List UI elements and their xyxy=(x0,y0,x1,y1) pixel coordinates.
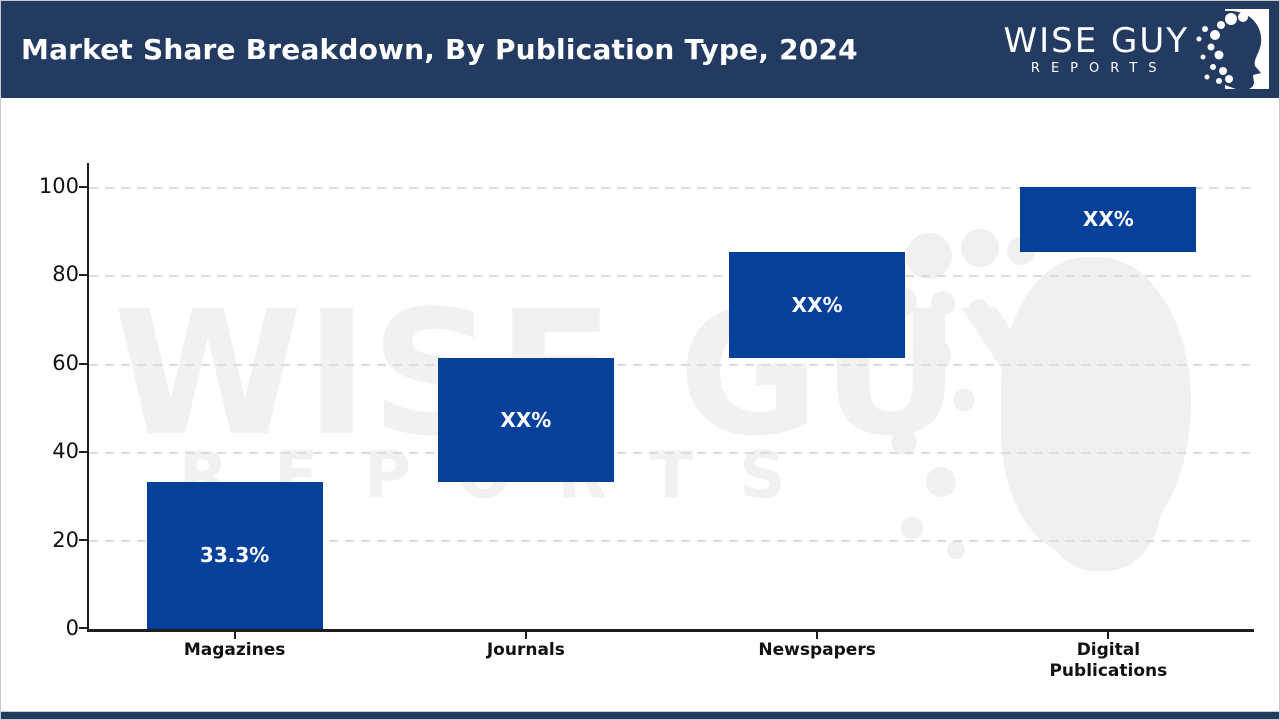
gridline-100 xyxy=(89,187,1254,189)
footer-bar xyxy=(1,712,1279,719)
bar-value-label: 33.3% xyxy=(199,543,270,568)
footer-divider xyxy=(1,711,1279,712)
category-label-newspapers: Newspapers xyxy=(758,640,876,660)
y-tick-label: 40 xyxy=(52,439,79,463)
x-tick-digital-publications xyxy=(1107,632,1110,639)
y-tick-40 xyxy=(79,451,87,453)
wise-guy-logo: WISE GUY REPORTS xyxy=(1003,9,1269,89)
logo-reports-label: REPORTS xyxy=(1030,60,1168,76)
bar-journals: XX% xyxy=(437,357,614,482)
bar-value-label: XX% xyxy=(500,407,552,432)
y-tick-100 xyxy=(79,186,87,188)
bar-digital-publications: XX% xyxy=(1020,187,1197,252)
x-axis-line xyxy=(87,629,1254,632)
logo-wiseguy-label: WISE GUY xyxy=(1003,20,1189,61)
y-tick-label: 20 xyxy=(52,528,79,552)
bar-value-label: XX% xyxy=(791,292,843,317)
header-bar: Market Share Breakdown, By Publication T… xyxy=(1,1,1279,98)
x-tick-magazines xyxy=(233,632,236,639)
bar-value-label: XX% xyxy=(1082,207,1134,232)
y-tick-60 xyxy=(79,363,87,365)
category-label-magazines: Magazines xyxy=(183,640,286,660)
y-tick-80 xyxy=(79,274,87,276)
page-title: Market Share Breakdown, By Publication T… xyxy=(21,33,858,66)
y-tick-label: 60 xyxy=(52,351,79,375)
gridline-60 xyxy=(89,364,1254,366)
y-tick-20 xyxy=(79,539,87,541)
x-tick-journals xyxy=(524,632,527,639)
y-tick-label: 100 xyxy=(38,174,79,198)
y-tick-label: 80 xyxy=(52,262,79,286)
y-tick-label: 0 xyxy=(65,616,79,640)
x-tick-newspapers xyxy=(816,632,819,639)
bar-magazines: 33.3% xyxy=(146,481,323,629)
logo-text: WISE GUY REPORTS xyxy=(1003,23,1189,76)
category-label-journals: Journals xyxy=(486,640,565,660)
gridline-40 xyxy=(89,452,1254,454)
bar-newspapers: XX% xyxy=(729,251,906,358)
gridline-20 xyxy=(89,540,1254,542)
y-axis-line xyxy=(87,163,89,631)
gridline-80 xyxy=(89,275,1254,277)
y-tick-0 xyxy=(79,627,87,629)
wise-guy-head-icon xyxy=(1196,9,1269,89)
category-label-digital-publications: Digital Publications xyxy=(1049,640,1168,681)
